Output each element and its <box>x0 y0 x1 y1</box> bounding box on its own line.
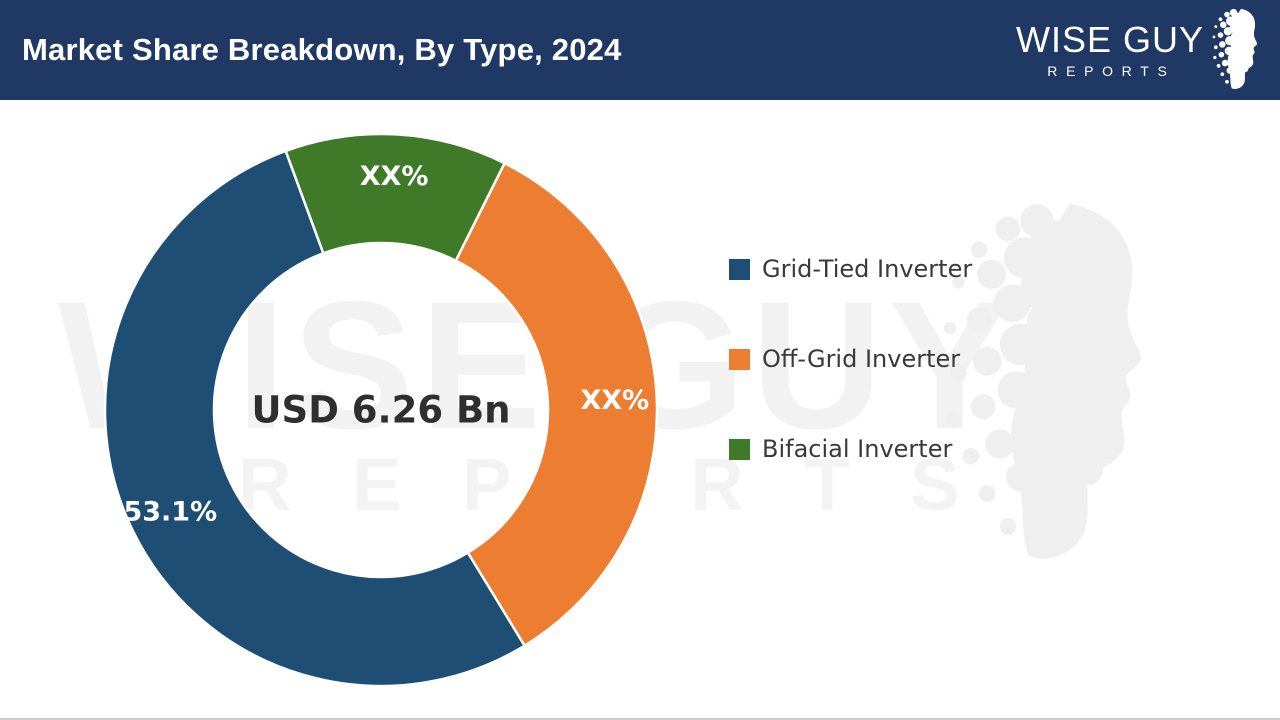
slice-label: XX% <box>360 161 429 192</box>
bottom-border <box>0 718 1280 720</box>
legend-item: Grid-Tied Inverter <box>729 255 972 283</box>
pie-slice-grid-tied-inverter <box>103 149 527 688</box>
header-bar: Market Share Breakdown, By Type, 2024 WI… <box>0 0 1280 100</box>
chart-area: WISE GUY REPORTS 53.1%XX%XX% USD 6.26 Bn… <box>0 100 1280 718</box>
slice-label: XX% <box>580 385 649 416</box>
legend-item: Off-Grid Inverter <box>729 345 972 373</box>
legend-label: Grid-Tied Inverter <box>762 255 973 283</box>
logo-wordmark: WISE GUY <box>1015 19 1204 60</box>
pie-slice-off-grid-inverter <box>454 161 659 648</box>
page-title: Market Share Breakdown, By Type, 2024 <box>22 32 622 67</box>
legend-swatch-icon <box>729 348 750 370</box>
wise-guy-logo: WISE GUY REPORTS <box>1016 8 1260 92</box>
chart-legend: Grid-Tied Inverter Off-Grid Inverter Bifac… <box>729 255 972 525</box>
legend-swatch-icon <box>729 258 750 280</box>
donut-chart: 53.1% XX% XX% <box>103 132 659 688</box>
logo-subtitle: REPORTS <box>1047 63 1176 79</box>
legend-swatch-icon <box>729 438 750 460</box>
legend-label: Bifacial Inverter <box>762 435 953 463</box>
pie-slice-bifacial-inverter <box>284 132 507 263</box>
chart-center-value: USD 6.26 Bn <box>251 388 511 432</box>
legend-label: Off-Grid Inverter <box>762 345 961 373</box>
slice-label: 53.1% <box>123 496 217 527</box>
face-profile-icon <box>1212 8 1258 89</box>
logo-text: WISE GUY REPORTS <box>1015 19 1204 79</box>
legend-item: Bifacial Inverter <box>729 435 972 463</box>
